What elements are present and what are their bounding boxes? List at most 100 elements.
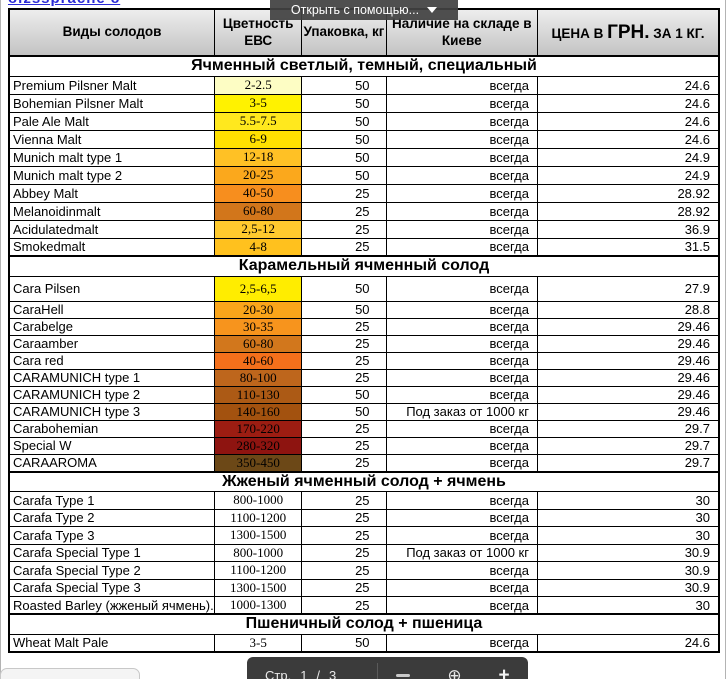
- package-cell: 50: [301, 165, 387, 185]
- table-row: Acidulatedmalt 2,5-12 25 всегда 36.9: [8, 219, 720, 239]
- package-cell: 50: [301, 633, 387, 653]
- ebc-value-cell: 4-8: [214, 237, 303, 257]
- header-price: ЦЕНА В ГРН. ЗА 1 КГ.: [536, 8, 720, 57]
- table-row: Wheat Malt Pale 3-5 50 всегда 24.6: [8, 633, 720, 653]
- price-cell: 30.9: [536, 543, 720, 562]
- ebc-value-cell: 280-320: [214, 436, 303, 455]
- malt-name-cell: Pale Ale Malt: [8, 111, 216, 131]
- zoom-out-icon[interactable]: [396, 673, 411, 677]
- zoom-fit-icon[interactable]: ⊕: [447, 665, 462, 679]
- ebc-value-cell: 350-450: [214, 453, 303, 472]
- page-left-edge: [0, 0, 1, 679]
- availability-cell: всегда: [385, 334, 538, 353]
- download-shelf-item[interactable]: [0, 668, 140, 679]
- price-cell: 24.9: [536, 147, 720, 167]
- table-row: Vienna Malt 6-9 50 всегда 24.6: [8, 129, 720, 149]
- section-title: Карамельный ячменный солод: [8, 255, 720, 277]
- current-page-field[interactable]: 1: [300, 667, 308, 679]
- table-row: CaraHell 20-30 50 всегда 28.8: [8, 300, 720, 319]
- malt-name-cell: Carafa Type 3: [8, 526, 216, 545]
- page-separator: /: [316, 667, 321, 679]
- table-row: Caraamber 60-80 25 всегда 29.46: [8, 334, 720, 353]
- malt-name-cell: CARAMUNICH type 2: [8, 385, 216, 404]
- malt-name-cell: Carafa Special Type 3: [8, 578, 216, 597]
- ebc-value-cell: 60-80: [214, 201, 303, 221]
- price-cell: 30: [536, 596, 720, 615]
- ebc-value-cell: 1300-1500: [214, 526, 303, 545]
- ebc-value-cell: 3-5: [214, 93, 303, 113]
- package-cell: 50: [301, 129, 387, 149]
- price-cell: 24.6: [536, 111, 720, 131]
- document-link[interactable]: olzssprache 8: [8, 0, 228, 7]
- price-cell: 29.46: [536, 385, 720, 404]
- availability-cell: всегда: [385, 237, 538, 257]
- package-cell: 50: [301, 402, 387, 421]
- availability-cell: всегда: [385, 317, 538, 336]
- malt-name-cell: Caraamber: [8, 334, 216, 353]
- ebc-value-cell: 6-9: [214, 129, 303, 149]
- table-row: Smokedmalt 4-8 25 всегда 31.5: [8, 237, 720, 257]
- package-cell: 25: [301, 578, 387, 597]
- ebc-value-cell: 3-5: [214, 633, 303, 653]
- malt-name-cell: Melanoidinmalt: [8, 201, 216, 221]
- price-cell: 30: [536, 508, 720, 527]
- ebc-value-cell: 30-35: [214, 317, 303, 336]
- malt-name-cell: CaraHell: [8, 300, 216, 319]
- availability-cell: всегда: [385, 129, 538, 149]
- availability-cell: всегда: [385, 385, 538, 404]
- package-cell: 50: [301, 93, 387, 113]
- header-row: Виды солодов Цветность ЕВС Упаковка, кг …: [8, 8, 720, 57]
- malt-name-cell: Carabelge: [8, 317, 216, 336]
- table-row: CARAMUNICH type 2 110-130 50 всегда 29.46: [8, 385, 720, 404]
- section-title: Ячменный светлый, темный, специальный: [8, 55, 720, 77]
- table-row: Abbey Malt 40-50 25 всегда 28.92: [8, 183, 720, 203]
- package-cell: 25: [301, 561, 387, 580]
- price-cell: 29.7: [536, 419, 720, 438]
- malt-name-cell: Carafa Special Type 2: [8, 561, 216, 580]
- section-title: Жженый ячменный солод + ячмень: [8, 470, 720, 492]
- table-row: Carafa Type 2 1100-1200 25 всегда 30: [8, 508, 720, 527]
- price-cell: 31.5: [536, 237, 720, 257]
- malt-name-cell: Acidulatedmalt: [8, 219, 216, 239]
- availability-cell: всегда: [385, 165, 538, 185]
- availability-cell: всегда: [385, 578, 538, 597]
- ebc-value-cell: 1100-1200: [214, 508, 303, 527]
- ebc-value-cell: 800-1000: [214, 543, 303, 562]
- pdf-viewer-toolbar: Стр. 1 / 3 ⊕ +: [247, 657, 528, 679]
- availability-cell: всегда: [385, 300, 538, 319]
- price-cell: 29.46: [536, 402, 720, 421]
- malt-name-cell: CARAAROMA: [8, 453, 216, 472]
- ebc-value-cell: 1300-1500: [214, 578, 303, 597]
- ebc-value-cell: 2,5-12: [214, 219, 303, 239]
- table-row: Carafa Special Type 2 1100-1200 25 всегда 30…: [8, 561, 720, 580]
- malt-name-cell: Bohemian Pilsner Malt: [8, 93, 216, 113]
- package-cell: 25: [301, 334, 387, 353]
- table-row: Carabelge 30-35 25 всегда 29.46: [8, 317, 720, 336]
- availability-cell: Под заказ от 1000 кг: [385, 543, 538, 562]
- availability-cell: всегда: [385, 526, 538, 545]
- package-cell: 25: [301, 419, 387, 438]
- price-cell: 30.9: [536, 561, 720, 580]
- package-cell: 25: [301, 368, 387, 387]
- ebc-value-cell: 800-1000: [214, 491, 303, 510]
- malt-name-cell: CARAMUNICH type 3: [8, 402, 216, 421]
- ebc-value-cell: 5.5-7.5: [214, 111, 303, 131]
- availability-cell: всегда: [385, 633, 538, 653]
- malt-name-cell: Cara red: [8, 351, 216, 370]
- malt-name-cell: Smokedmalt: [8, 237, 216, 257]
- package-cell: 25: [301, 508, 387, 527]
- malt-name-cell: Munich malt type 2: [8, 165, 216, 185]
- table-row: Melanoidinmalt 60-80 25 всегда 28.92: [8, 201, 720, 221]
- ebc-value-cell: 12-18: [214, 147, 303, 167]
- zoom-in-icon[interactable]: +: [498, 664, 510, 679]
- package-cell: 25: [301, 543, 387, 562]
- header-malt-kinds: Виды солодов: [8, 8, 216, 57]
- availability-cell: всегда: [385, 508, 538, 527]
- availability-cell: всегда: [385, 453, 538, 472]
- availability-cell: всегда: [385, 201, 538, 221]
- availability-cell: всегда: [385, 419, 538, 438]
- price-cell: 30: [536, 491, 720, 510]
- open-with-button[interactable]: Открыть с помощью...: [270, 0, 458, 20]
- malt-name-cell: Abbey Malt: [8, 183, 216, 203]
- package-cell: 50: [301, 275, 387, 302]
